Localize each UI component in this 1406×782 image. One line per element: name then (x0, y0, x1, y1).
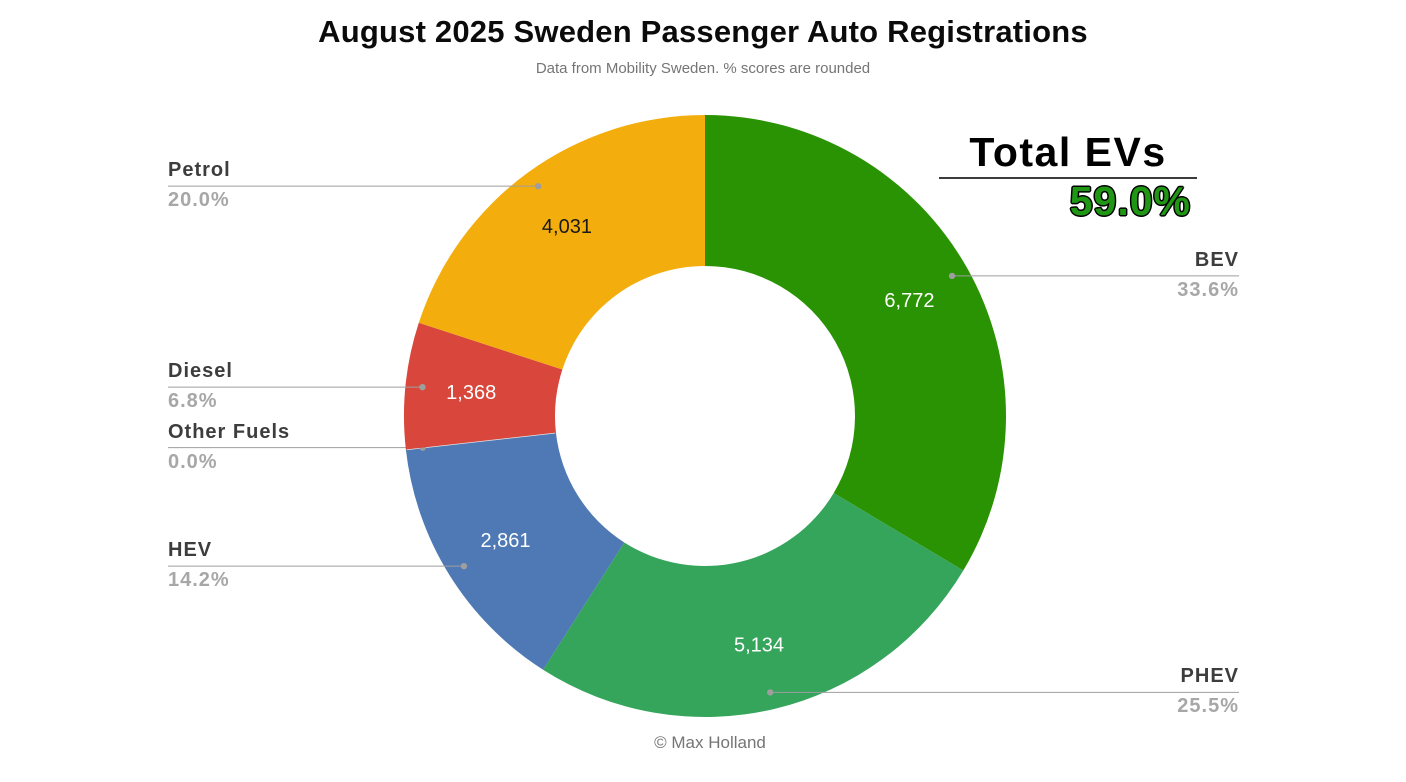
slice-value-label: 4,031 (542, 216, 592, 238)
slice-value-label: 5,134 (734, 635, 784, 657)
pie-slice-phev (543, 493, 964, 717)
leader-dot (948, 272, 956, 280)
slice-value-label: 6,772 (884, 290, 934, 312)
pie-slice-petrol (418, 115, 705, 370)
pie-slice-diesel (403, 322, 563, 450)
total-evs-label: Total EVs (939, 128, 1197, 179)
page-title: August 2025 Sweden Passenger Auto Regist… (318, 14, 1088, 49)
total-evs-value: 59.0% (1069, 178, 1191, 224)
total-evs-callout: Total EVs 59.0% (939, 128, 1197, 223)
page-subtitle: Data from Mobility Sweden. % scores are … (535, 60, 871, 77)
leader-dot (419, 383, 426, 391)
leader-dot (534, 182, 542, 190)
leader-dot (767, 689, 774, 696)
copyright-text: © Max Holland (654, 733, 766, 752)
pie-slice-hev (405, 432, 625, 670)
slice-value-label: 2,861 (481, 530, 531, 552)
slice-value-label: 1,368 (446, 382, 496, 404)
pie-slice-bev (705, 115, 1006, 571)
leader-dot (460, 562, 468, 570)
